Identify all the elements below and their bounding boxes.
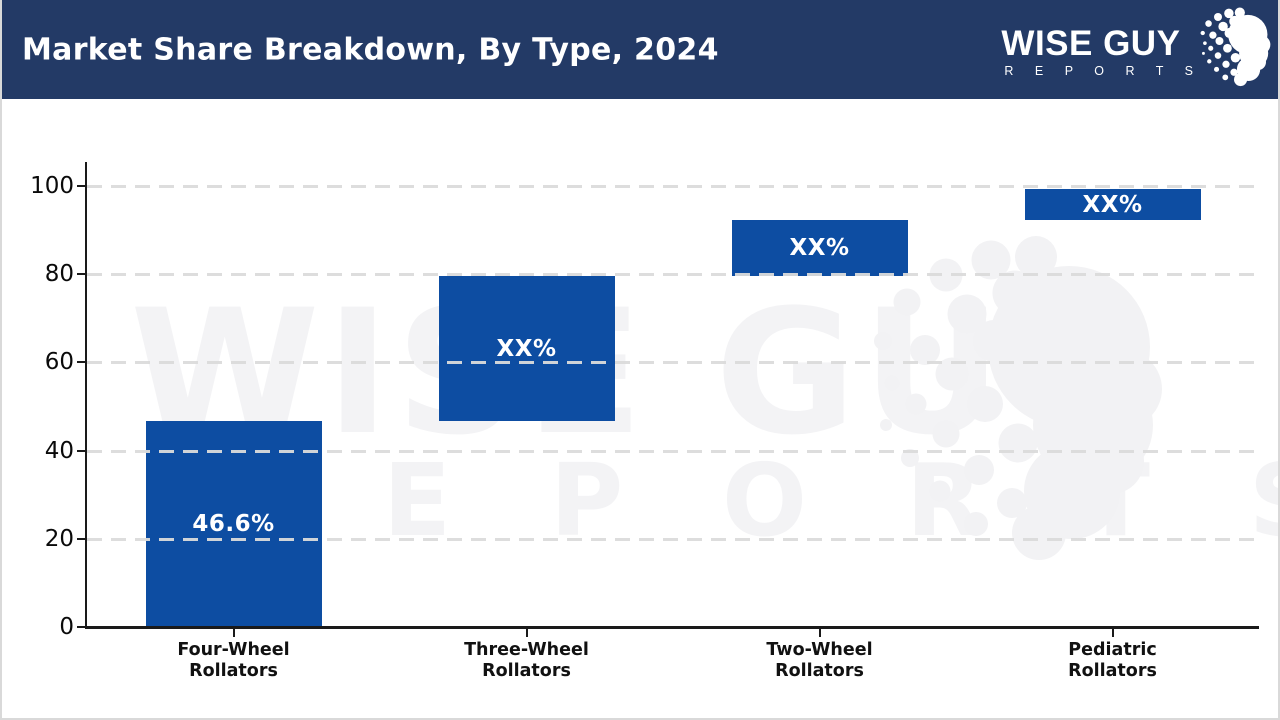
grid-line — [87, 537, 1259, 541]
bar-value-label: XX% — [789, 235, 850, 262]
y-tick-label: 100 — [30, 173, 74, 199]
logo-head-icon — [1200, 7, 1271, 87]
x-axis-line — [85, 626, 1259, 629]
logo-wordmark: WISE GUY — [1001, 24, 1181, 64]
watermark-head-icon — [874, 236, 1162, 560]
bar: XX% — [438, 276, 615, 422]
bar: XX% — [1024, 188, 1201, 221]
bar-value-label: 46.6% — [192, 511, 275, 538]
y-axis-line — [85, 162, 87, 628]
logo-text: WISE GUY R E P O R T S — [1001, 24, 1202, 78]
bar: 46.6% — [145, 421, 322, 627]
y-tick-label: 40 — [44, 437, 74, 464]
grid-line — [87, 185, 1259, 188]
x-tick-mark — [232, 629, 235, 637]
grid-line — [87, 449, 1259, 453]
y-tick-mark — [77, 449, 85, 452]
x-tick-mark — [525, 629, 528, 637]
category-label: Two-Wheel Rollators — [766, 640, 873, 682]
y-tick-mark — [77, 185, 85, 187]
category-label: Pediatric Rollators — [1068, 640, 1157, 682]
chart-title: Market Share Breakdown, By Type, 2024 — [22, 32, 719, 67]
y-tick-label: 0 — [59, 614, 74, 640]
y-tick-label: 60 — [44, 349, 74, 376]
logo-subtext: R E P O R T S — [1004, 63, 1202, 78]
y-tick-mark — [77, 361, 85, 364]
bar: XX% — [731, 220, 908, 277]
grid-line — [87, 273, 1259, 277]
header-band: Market Share Breakdown, By Type, 2024 WI… — [2, 0, 1278, 99]
bar-value-label: XX% — [496, 335, 557, 362]
y-tick-label: 80 — [44, 261, 74, 288]
y-tick-mark — [77, 273, 85, 276]
x-tick-mark — [818, 629, 821, 637]
category-label: Four-Wheel Rollators — [177, 640, 290, 682]
y-tick-mark — [77, 537, 85, 540]
brand-logo: WISE GUY R E P O R T S — [1001, 6, 1274, 92]
x-tick-mark — [1111, 629, 1114, 637]
y-tick-mark — [77, 626, 85, 628]
bar-value-label: XX% — [1082, 191, 1143, 218]
y-tick-label: 20 — [44, 525, 74, 552]
grid-line — [87, 361, 1259, 365]
category-label: Three-Wheel Rollators — [464, 640, 589, 682]
